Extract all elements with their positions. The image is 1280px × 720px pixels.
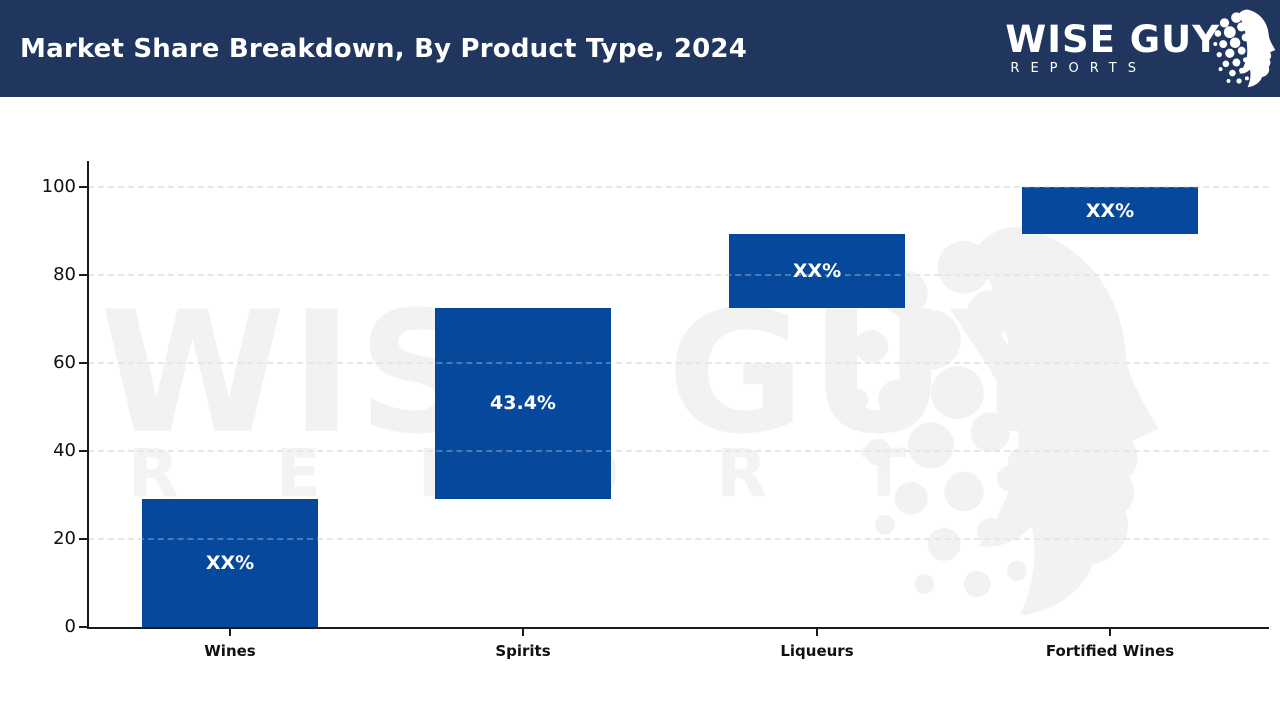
logo-line1: WISE GUY [1005, 17, 1220, 61]
gridline [88, 274, 1269, 276]
y-tick-label: 20 [53, 528, 76, 549]
wise-guy-logo: WISE GUY REPORTS [1005, 8, 1276, 88]
gridline-overlay [88, 274, 1269, 276]
chart-area: WISE GUY REPORTS 0 20 40 60 80 100 XX% Wines 43.… [0, 97, 1280, 720]
bar-liqueurs: XX% [729, 234, 905, 308]
bar-wines: XX% [142, 498, 318, 627]
y-tick-label: 80 [53, 264, 76, 285]
y-tick-mark [79, 362, 87, 364]
x-tick-label-fortified-wines: Fortified Wines [1045, 642, 1175, 660]
y-tick-mark [79, 538, 87, 540]
gridline [88, 450, 1269, 452]
x-tick-label-liqueurs: Liqueurs [780, 642, 854, 660]
y-tick-label: 100 [41, 176, 76, 197]
y-tick-mark [79, 274, 87, 276]
bar-value-label: XX% [792, 260, 842, 283]
y-tick-label: 0 [64, 616, 76, 637]
y-tick-mark [79, 626, 87, 628]
x-tick-mark [522, 629, 524, 636]
chart-title: Market Share Breakdown, By Product Type,… [20, 33, 747, 64]
x-tick-mark [229, 629, 231, 636]
gridline [88, 362, 1269, 364]
y-tick-label: 60 [53, 352, 76, 373]
bar-spirits: 43.4% [435, 308, 611, 499]
bar-value-label: XX% [205, 551, 255, 574]
gridline-overlay [88, 362, 1269, 364]
y-axis-line [87, 161, 89, 629]
x-tick-label-wines: Wines [204, 642, 256, 660]
logo-line2: REPORTS [1010, 60, 1148, 76]
bar-value-label: 43.4% [490, 392, 556, 415]
y-tick-mark [79, 186, 87, 188]
gridline-overlay [88, 186, 1269, 188]
gridline [88, 186, 1269, 188]
gridline [88, 538, 1269, 540]
header-bar: Market Share Breakdown, By Product Type,… [0, 0, 1280, 97]
x-tick-mark [816, 629, 818, 636]
gridline-overlay [88, 538, 1269, 540]
y-tick-label: 40 [53, 440, 76, 461]
bar-value-label: XX% [1085, 199, 1135, 222]
x-tick-mark [1109, 629, 1111, 636]
gridline-overlay [88, 450, 1269, 452]
x-tick-label-spirits: Spirits [495, 642, 551, 660]
x-axis-line [87, 627, 1269, 629]
plot: 0 20 40 60 80 100 XX% Wines 43.4% Spirits XX% Lique… [0, 97, 1280, 720]
bar-fortified-wines: XX% [1022, 187, 1198, 235]
logo-head-icon [1210, 8, 1276, 88]
logo-wordmark: WISE GUY REPORTS [1005, 21, 1220, 76]
y-tick-mark [79, 450, 87, 452]
